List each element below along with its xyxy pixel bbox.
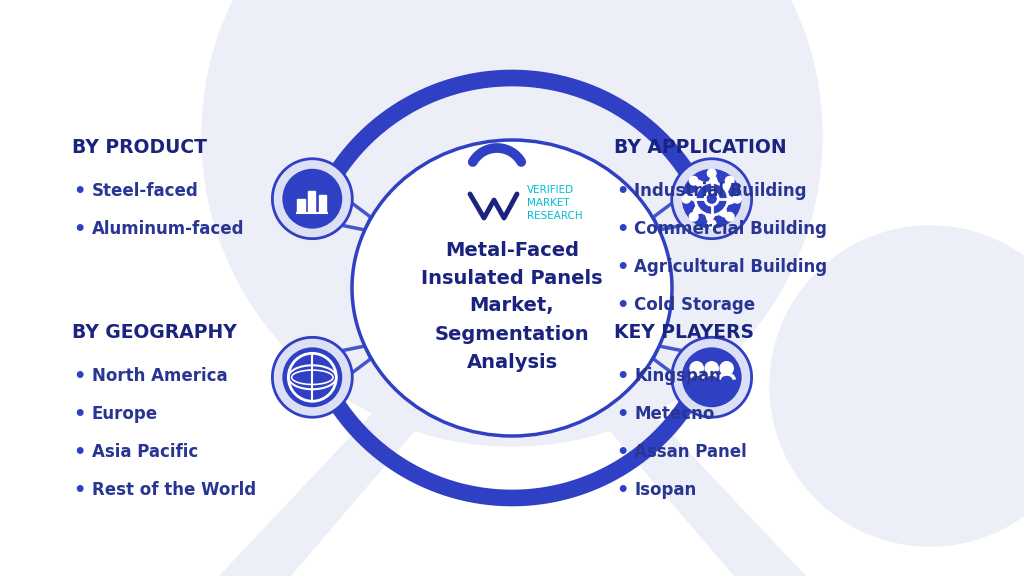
- Text: Aluminum-faced: Aluminum-faced: [92, 220, 244, 238]
- Text: •: •: [616, 404, 629, 423]
- Text: KEY PLAYERS: KEY PLAYERS: [614, 323, 755, 342]
- Circle shape: [690, 362, 703, 375]
- Circle shape: [695, 182, 728, 215]
- Text: Industrial Building: Industrial Building: [635, 182, 807, 200]
- Circle shape: [770, 226, 1024, 546]
- Text: Commercial Building: Commercial Building: [635, 220, 827, 238]
- Text: •: •: [616, 220, 629, 239]
- Bar: [308, 191, 315, 212]
- Circle shape: [720, 362, 733, 375]
- Circle shape: [283, 347, 342, 407]
- Circle shape: [283, 169, 342, 229]
- Circle shape: [672, 338, 752, 417]
- Text: BY GEOGRAPHY: BY GEOGRAPHY: [72, 323, 237, 342]
- Text: Metecno: Metecno: [635, 404, 715, 423]
- Text: Europe: Europe: [92, 404, 158, 423]
- Text: Metal-Faced
Insulated Panels
Market,
Segmentation
Analysis: Metal-Faced Insulated Panels Market, Seg…: [421, 241, 603, 372]
- Text: •: •: [74, 220, 86, 239]
- Circle shape: [708, 169, 716, 177]
- Text: Asia Pacific: Asia Pacific: [92, 442, 198, 461]
- Ellipse shape: [352, 140, 672, 436]
- Text: Kingspan: Kingspan: [635, 366, 721, 385]
- Circle shape: [272, 338, 352, 417]
- Text: •: •: [616, 182, 629, 201]
- Text: Rest of the World: Rest of the World: [92, 480, 256, 499]
- Circle shape: [682, 195, 690, 203]
- Text: •: •: [616, 258, 629, 277]
- Polygon shape: [690, 177, 733, 221]
- Polygon shape: [220, 266, 805, 576]
- Text: VERIFIED
MARKET
RESEARCH: VERIFIED MARKET RESEARCH: [527, 185, 583, 221]
- Text: Cold Storage: Cold Storage: [635, 296, 756, 314]
- Text: •: •: [74, 182, 86, 201]
- Text: Steel-faced: Steel-faced: [92, 182, 199, 200]
- Text: •: •: [616, 480, 629, 499]
- Text: BY APPLICATION: BY APPLICATION: [614, 138, 787, 157]
- Circle shape: [733, 195, 741, 203]
- Circle shape: [672, 159, 752, 238]
- Circle shape: [706, 192, 718, 205]
- Circle shape: [689, 176, 698, 185]
- Text: North America: North America: [92, 366, 227, 385]
- Text: •: •: [74, 480, 86, 499]
- Circle shape: [708, 220, 716, 229]
- Text: •: •: [74, 404, 86, 423]
- Text: •: •: [616, 442, 629, 461]
- Bar: [318, 195, 327, 212]
- Circle shape: [706, 362, 718, 375]
- Text: BY PRODUCT: BY PRODUCT: [72, 138, 207, 157]
- Bar: [297, 199, 305, 212]
- Text: Agricultural Building: Agricultural Building: [635, 258, 827, 276]
- Text: Isopan: Isopan: [635, 480, 696, 499]
- Circle shape: [689, 213, 698, 221]
- Text: Assan Panel: Assan Panel: [635, 442, 748, 461]
- Circle shape: [725, 213, 734, 221]
- Circle shape: [682, 169, 741, 229]
- Circle shape: [272, 159, 352, 238]
- Circle shape: [682, 347, 741, 407]
- Text: •: •: [616, 366, 629, 385]
- Text: •: •: [74, 442, 86, 461]
- Text: •: •: [616, 296, 629, 315]
- Circle shape: [725, 176, 734, 185]
- Circle shape: [202, 0, 822, 446]
- Text: •: •: [74, 366, 86, 385]
